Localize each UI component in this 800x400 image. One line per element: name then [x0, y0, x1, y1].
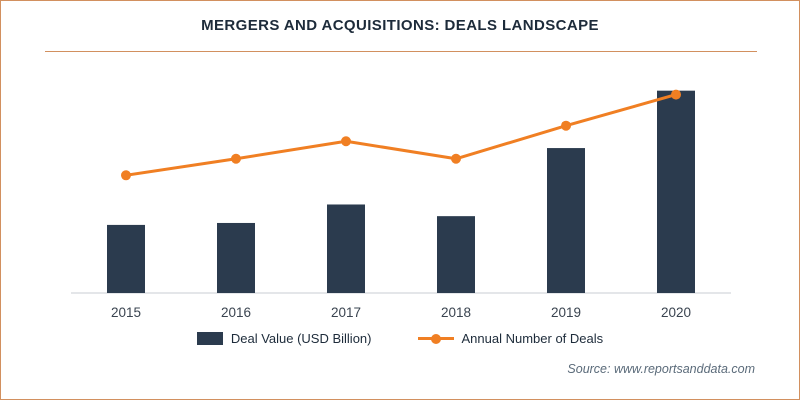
bar-2019	[547, 148, 585, 293]
x-tick-label-2017: 2017	[331, 305, 361, 320]
line-point-2016	[231, 153, 241, 164]
chart-legend: Deal Value (USD Billion) Annual Number o…	[1, 331, 799, 346]
legend-item-deal-value: Deal Value (USD Billion)	[196, 331, 372, 346]
line-point-2019	[561, 120, 571, 131]
legend-label-deal-value: Deal Value (USD Billion)	[230, 331, 372, 346]
legend-item-deals: Annual Number of Deals	[417, 331, 604, 346]
line-swatch	[417, 333, 454, 344]
bar-2015	[107, 224, 145, 293]
title-underline	[45, 51, 757, 52]
x-tick-label-2016: 2016	[221, 305, 251, 320]
chart-title: MERGERS AND ACQUISITIONS: DEALS LANDSCAP…	[201, 17, 599, 34]
chart-plot-area: 2015 2016 2017 2018 2019 2020	[1, 59, 799, 326]
line-point-2018	[451, 153, 461, 164]
x-tick-label-2015: 2015	[111, 305, 141, 320]
line-point-2020	[671, 89, 681, 100]
bar-2020	[657, 90, 695, 293]
x-tick-label-2018: 2018	[441, 305, 471, 320]
legend-label-deals: Annual Number of Deals	[461, 331, 604, 346]
x-tick-label-2020: 2020	[661, 305, 691, 320]
bar-2018	[437, 216, 475, 293]
line-point-2015	[121, 170, 131, 181]
line-point-2017	[341, 136, 351, 147]
bar-2017	[327, 204, 365, 293]
chart-plot: 2015 2016 2017 2018 2019 2020	[71, 89, 731, 320]
source-attribution: Source: www.reportsanddata.com	[567, 362, 755, 376]
bar-2016	[217, 222, 255, 293]
deals-line	[125, 93, 677, 177]
bar-swatch	[196, 332, 223, 345]
x-tick-label-2019: 2019	[551, 305, 581, 320]
